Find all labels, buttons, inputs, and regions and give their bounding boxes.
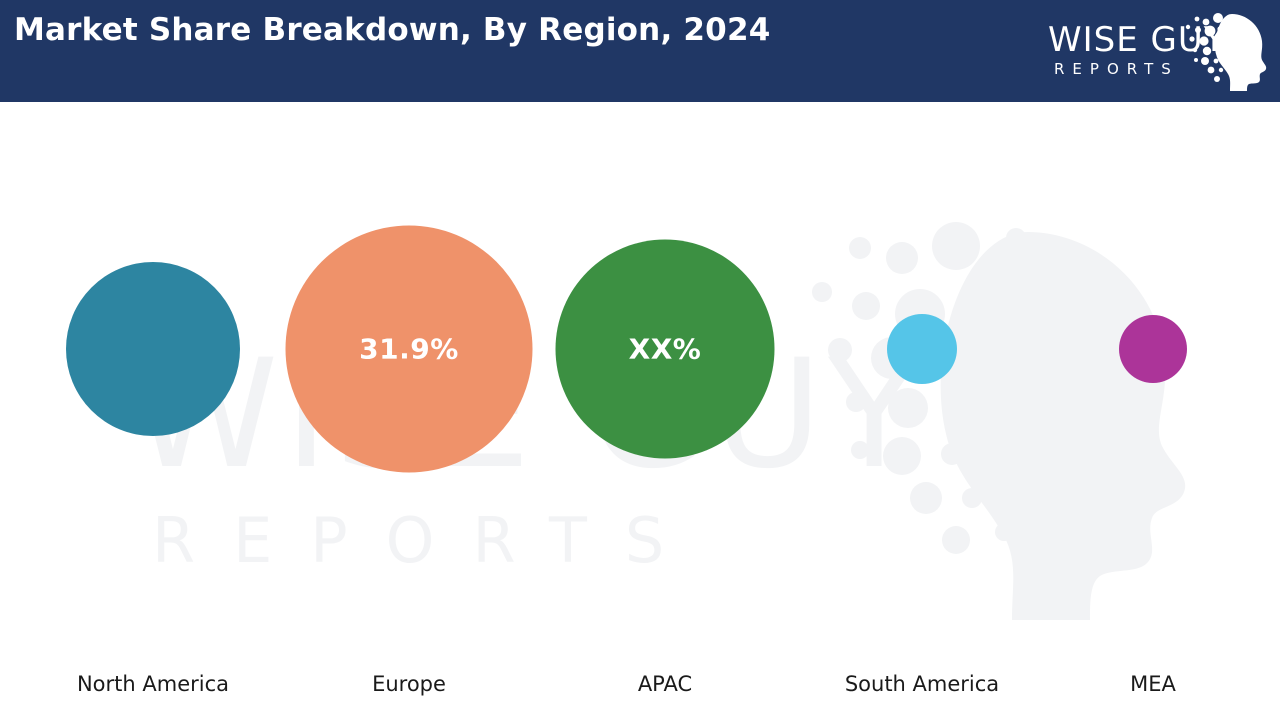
bubble-label-apac: XX%: [628, 332, 702, 366]
brand-logo: WISE GUY REPORTS: [1030, 8, 1270, 92]
bubble-mea[interactable]: [1119, 315, 1187, 383]
axis-label-apac: APAC: [637, 672, 693, 696]
bubble-north-america[interactable]: [66, 262, 240, 436]
bubble-apac[interactable]: XX%: [555, 239, 775, 459]
logo-secondary-text: REPORTS: [1054, 60, 1179, 78]
dotted-head-profile-icon: [1185, 13, 1267, 91]
dotted-head-profile-watermark: [812, 222, 1186, 620]
watermark-secondary-text: REPORTS: [152, 504, 703, 577]
axis-label-north-america: North America: [76, 672, 230, 696]
axis-label-europe: Europe: [372, 672, 446, 696]
bubble-europe[interactable]: 31.9%: [285, 225, 533, 473]
logo-primary-text: WISE GUY: [1048, 20, 1226, 60]
bubble-label-europe: 31.9%: [359, 332, 459, 366]
axis-label-south-america: South America: [844, 672, 1000, 696]
bubble-south-america[interactable]: [887, 314, 957, 384]
chart-plot-area: WISE GUY REPORTS: [0, 102, 1280, 720]
chart-header-bar: Market Share Breakdown, By Region, 2024 …: [0, 0, 1280, 102]
page-title: Market Share Breakdown, By Region, 2024: [14, 12, 771, 48]
axis-label-mea: MEA: [1130, 672, 1176, 696]
